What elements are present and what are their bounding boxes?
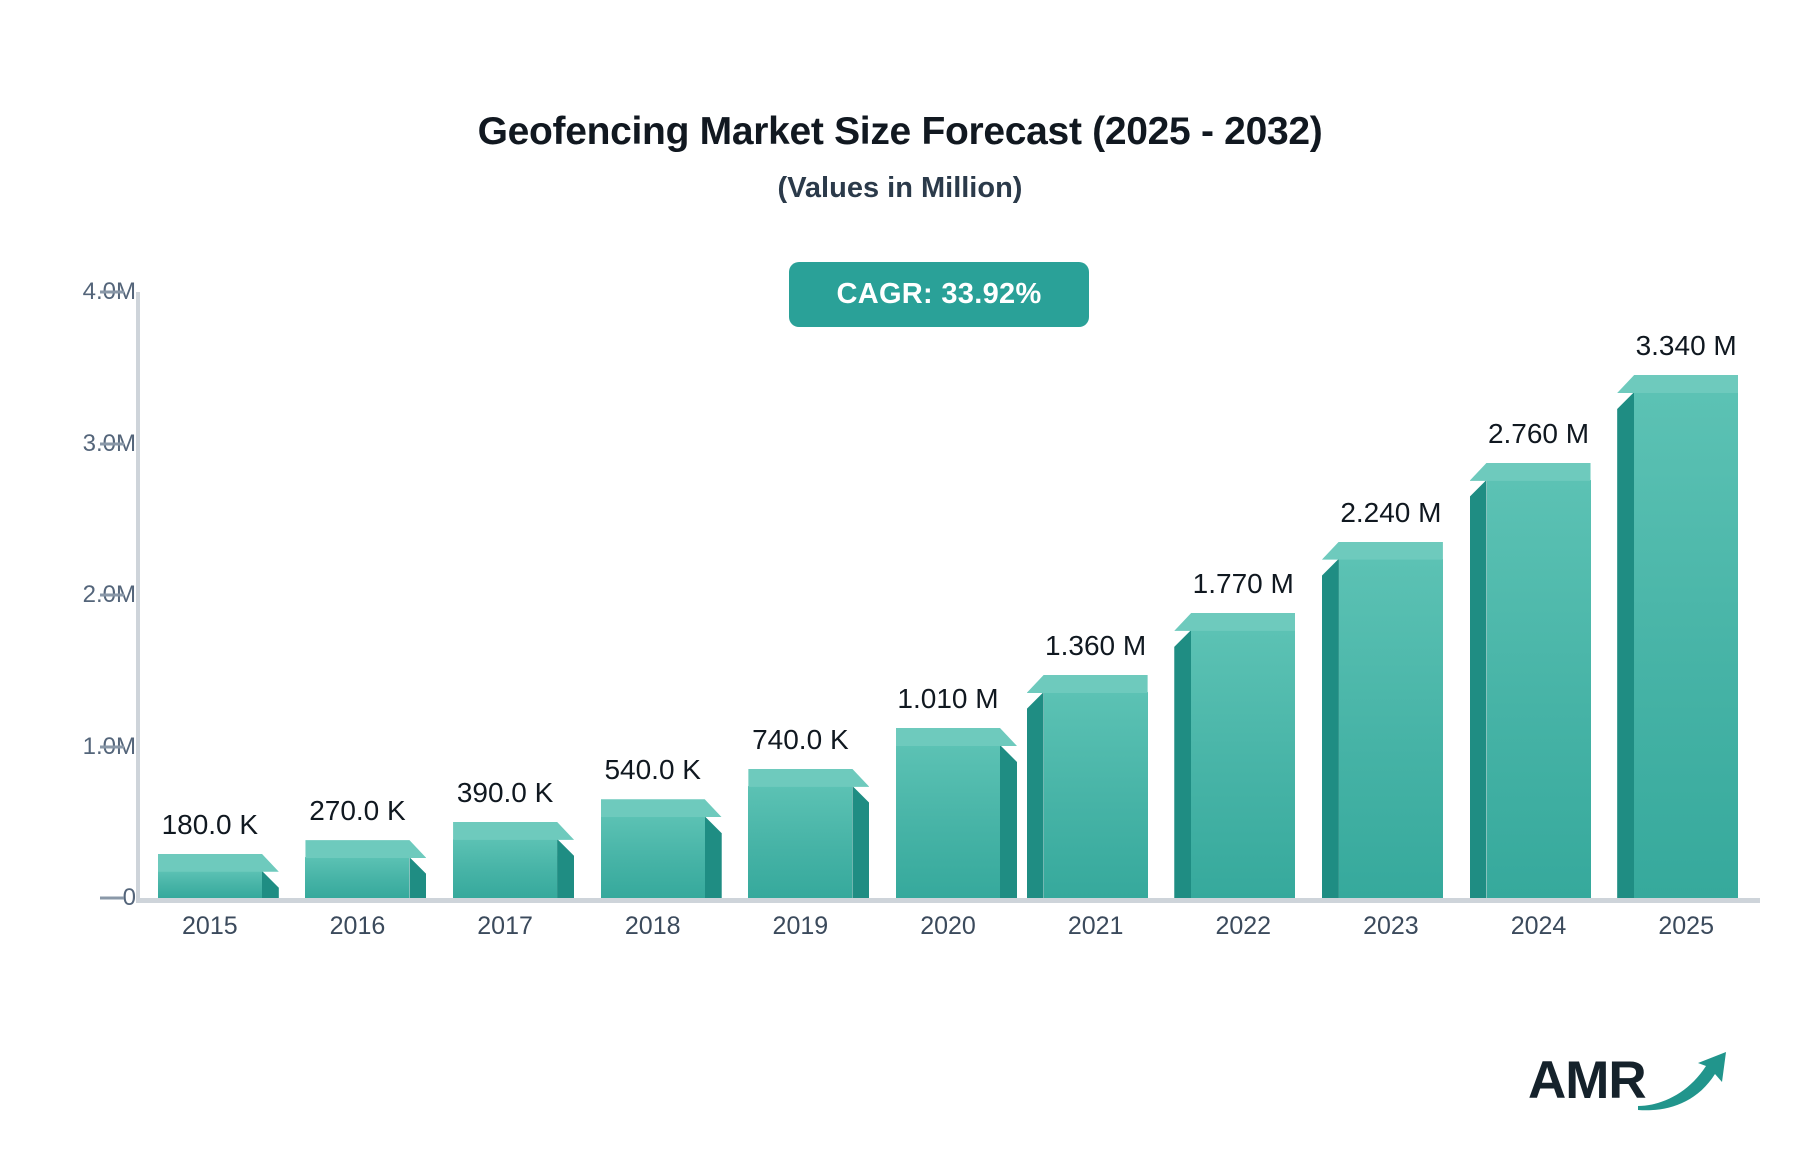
bar[interactable] xyxy=(600,816,722,898)
bar-front-face xyxy=(1191,629,1296,898)
bar-value-label: 1.770 M xyxy=(1192,567,1294,599)
x-axis-line xyxy=(136,898,1760,903)
x-axis-label: 2015 xyxy=(182,912,238,940)
x-axis-label: 2016 xyxy=(329,912,386,940)
bar-front-face xyxy=(305,857,410,898)
bar-value-label: 1.360 M xyxy=(1045,629,1147,661)
bar[interactable] xyxy=(157,870,279,898)
bar-top-face xyxy=(305,840,426,858)
bar-top-face xyxy=(896,728,1017,746)
x-axis-label: 2021 xyxy=(1067,912,1124,940)
bar-top-face xyxy=(748,769,869,787)
bar-front-face xyxy=(600,816,705,898)
bar-value-label: 180.0 K xyxy=(161,808,259,840)
bar-front-face xyxy=(1634,392,1739,898)
x-axis-label: 2023 xyxy=(1363,912,1419,940)
bar-value-label: 3.340 M xyxy=(1635,329,1737,361)
bar-front-face xyxy=(453,838,558,898)
bar-front-face xyxy=(157,870,262,898)
bar-top-face xyxy=(1026,674,1148,693)
x-axis-label: 2020 xyxy=(920,912,976,940)
cagr-badge: CAGR: 33.92% xyxy=(789,262,1089,327)
bar-side-face xyxy=(557,838,575,898)
bar-series: 180.0 K 270.0 K 390.0 K 540.0 K 740.0 K 1.010… xyxy=(136,292,1760,898)
bar-value-label: 2.760 M xyxy=(1487,417,1590,449)
bar-top-face xyxy=(158,854,279,872)
bar-top-face xyxy=(1174,612,1296,631)
growth-arrow-icon xyxy=(1638,1052,1726,1111)
bar-side-face xyxy=(261,870,279,898)
y-axis-tick-mark xyxy=(100,745,124,748)
bar[interactable] xyxy=(748,785,870,898)
bar-front-face xyxy=(1486,479,1591,898)
bar[interactable] xyxy=(1469,462,1591,898)
bar-value-label: 390.0 K xyxy=(456,776,554,808)
y-axis-tick-mark xyxy=(100,896,124,900)
bar-side-face xyxy=(852,785,870,898)
bar-top-face xyxy=(1469,462,1591,481)
bar[interactable] xyxy=(896,745,1017,898)
chart-subtitle: (Values in Million) xyxy=(777,172,1023,204)
bar[interactable] xyxy=(305,857,427,898)
x-axis-label: 2022 xyxy=(1215,912,1272,940)
bar-side-face xyxy=(409,857,427,898)
amr-logo: AMR xyxy=(1528,1044,1728,1116)
amr-logo-text: AMR xyxy=(1528,1051,1647,1110)
bar-value-label: 540.0 K xyxy=(604,754,701,786)
bar-side-face xyxy=(704,816,722,898)
y-axis-tick-mark xyxy=(100,442,124,445)
bar[interactable] xyxy=(1617,375,1739,898)
y-axis-line xyxy=(136,292,140,902)
y-axis-tick-label: 0 xyxy=(122,884,136,911)
bar[interactable] xyxy=(1321,541,1443,898)
bar-side-face xyxy=(1174,629,1192,898)
bar-top-face xyxy=(1321,541,1443,560)
x-axis-label: 2018 xyxy=(624,912,681,940)
bar-top-face xyxy=(1617,375,1739,393)
bar-top-face xyxy=(601,799,722,817)
bar-value-label: 270.0 K xyxy=(309,795,406,827)
cagr-badge-label: CAGR: 33.92% xyxy=(836,278,1042,310)
x-axis-label: 2017 xyxy=(477,912,533,940)
y-axis-tick-mark xyxy=(100,290,124,294)
bar-top-face xyxy=(453,822,574,840)
x-axis-label: 2024 xyxy=(1510,912,1567,940)
bar-front-face xyxy=(1338,558,1443,898)
bar-front-face xyxy=(896,745,1000,898)
y-axis-ticks: 0 1.0M 2.0M 3.0M 4.0M xyxy=(0,0,136,1156)
bar-value-label: 1.010 M xyxy=(897,682,999,714)
bar-side-face xyxy=(1321,558,1339,898)
x-axis-label: 2019 xyxy=(772,912,829,940)
x-axis-label: 2025 xyxy=(1658,912,1714,940)
bar-front-face xyxy=(748,785,853,898)
bar-side-face xyxy=(1000,745,1017,898)
bar[interactable] xyxy=(1026,674,1148,898)
x-axis-labels: 2015 2016 2017 2018 2019 2020 2021 2022 2023 2024… xyxy=(136,912,1760,962)
y-axis-tick-mark xyxy=(100,593,124,597)
bar-value-label: 740.0 K xyxy=(752,723,849,755)
bar-front-face xyxy=(1043,691,1148,898)
bar[interactable] xyxy=(453,838,575,898)
bar[interactable] xyxy=(1174,612,1296,898)
bar-side-face xyxy=(1617,392,1635,898)
bar-side-face xyxy=(1026,691,1044,898)
chart-title: Geofencing Market Size Forecast (2025 - … xyxy=(477,110,1323,153)
bar-value-label: 2.240 M xyxy=(1340,496,1442,528)
bar-side-face xyxy=(1469,479,1487,898)
